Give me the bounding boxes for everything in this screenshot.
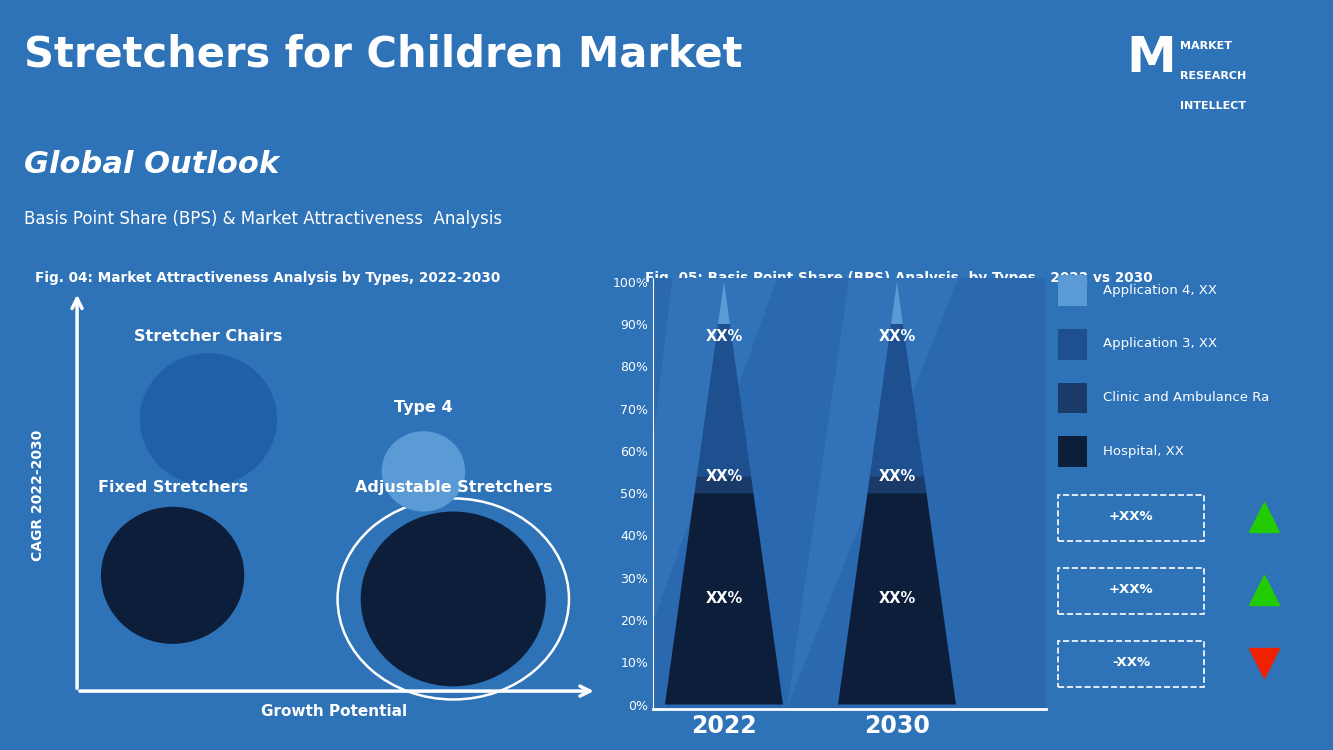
Text: Application 3, XX: Application 3, XX (1102, 338, 1217, 350)
Polygon shape (621, 273, 778, 709)
Bar (1058, 275, 1086, 306)
Text: Adjustable Stretchers: Adjustable Stretchers (355, 480, 552, 495)
Bar (1058, 382, 1086, 413)
Text: XX%: XX% (705, 469, 742, 484)
Text: Stretchers for Children Market: Stretchers for Children Market (24, 34, 742, 76)
Text: Growth Potential: Growth Potential (261, 704, 407, 719)
Polygon shape (838, 494, 956, 704)
Text: Hospital, XX: Hospital, XX (1102, 445, 1184, 458)
Text: Global Outlook: Global Outlook (24, 150, 279, 179)
Bar (1058, 328, 1086, 360)
Text: +XX%: +XX% (1109, 584, 1153, 596)
Text: RESEARCH: RESEARCH (1180, 71, 1246, 81)
Text: MARKET: MARKET (1180, 41, 1232, 51)
Text: XX%: XX% (705, 591, 742, 606)
Text: -XX%: -XX% (1112, 656, 1150, 670)
Text: Type 4: Type 4 (395, 400, 453, 415)
Bar (1058, 436, 1086, 467)
Ellipse shape (381, 431, 465, 512)
Text: Basis Point Share (BPS) & Market Attractiveness  Analysis: Basis Point Share (BPS) & Market Attract… (24, 210, 503, 228)
Text: Clinic and Ambulance Ra: Clinic and Ambulance Ra (1102, 391, 1269, 404)
Polygon shape (868, 476, 926, 494)
Polygon shape (697, 324, 750, 476)
Ellipse shape (361, 512, 545, 686)
Text: XX%: XX% (878, 591, 916, 606)
Text: XX%: XX% (878, 329, 916, 344)
Text: +XX%: +XX% (1109, 510, 1153, 523)
Text: XX%: XX% (878, 469, 916, 484)
Ellipse shape (101, 507, 244, 644)
Text: XX%: XX% (705, 329, 742, 344)
Text: INTELLECT: INTELLECT (1180, 101, 1246, 111)
Text: Stretcher Chairs: Stretcher Chairs (135, 328, 283, 344)
Text: Μ: Μ (1126, 34, 1176, 82)
Polygon shape (665, 494, 782, 704)
Text: Fig. 05: Basis Point Share (BPS) Analysis, by Types,  2022 vs 2030: Fig. 05: Basis Point Share (BPS) Analysi… (645, 271, 1152, 284)
Polygon shape (718, 282, 730, 324)
Polygon shape (870, 324, 924, 476)
Polygon shape (694, 476, 753, 494)
Text: Application 4, XX: Application 4, XX (1102, 284, 1217, 296)
Polygon shape (890, 282, 902, 324)
Ellipse shape (140, 353, 277, 485)
Polygon shape (786, 273, 960, 709)
Text: Fig. 04: Market Attractiveness Analysis by Types, 2022-2030: Fig. 04: Market Attractiveness Analysis … (35, 271, 500, 284)
Text: CAGR 2022-2030: CAGR 2022-2030 (31, 429, 45, 561)
Text: Fixed Stretchers: Fixed Stretchers (97, 480, 248, 495)
